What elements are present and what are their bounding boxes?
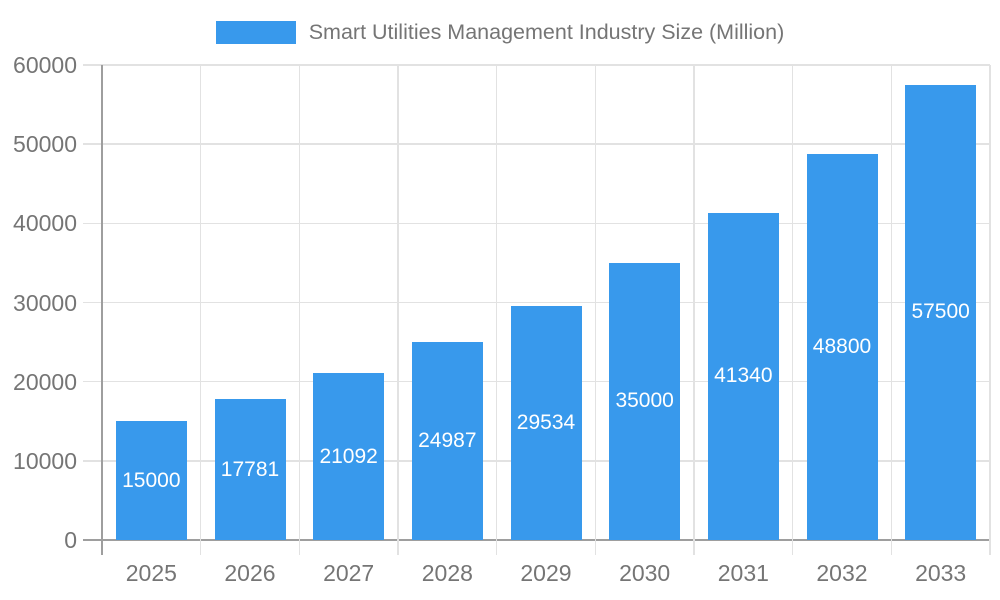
v-gridline [693,65,695,555]
y-tick-label: 40000 [13,210,77,237]
x-tick-label: 2031 [717,560,769,586]
v-gridline [298,65,301,555]
bar: 41340 [707,212,779,540]
x-tick-label: 2027 [323,560,375,586]
v-gridline [495,65,498,555]
x-axis-line [83,539,990,541]
y-axis-line [101,65,103,555]
bar-value-label: 15000 [122,468,181,492]
bar-value-label: 21092 [319,444,378,468]
h-gridline [83,301,990,304]
bar: 21092 [313,373,385,540]
bar: 35000 [609,262,681,540]
x-tick-label: 2030 [619,560,671,586]
h-gridline [83,64,990,66]
plot-area: 0 10000 20000 30000 40000 50000 60000 15000 2025… [13,52,991,586]
bar: 24987 [411,342,483,540]
bar: 57500 [905,84,977,540]
x-tick-label: 2033 [915,560,967,586]
bar-value-label: 17781 [220,457,280,481]
bar-value-label: 35000 [615,389,674,413]
bar-value-label: 29534 [516,411,576,435]
y-tick-label: 0 [64,527,77,553]
bar-value-label: 41340 [714,364,773,388]
y-tick-label: 10000 [13,447,77,474]
v-gridline [989,65,991,555]
v-gridline [199,65,202,555]
y-tick-label: 60000 [13,52,77,78]
h-gridline [83,143,990,145]
legend-color-swatch [215,21,296,44]
bar-value-label: 48800 [812,334,872,358]
v-gridline [594,65,597,555]
bar-value-label: 57500 [911,300,970,324]
v-gridline [791,65,794,555]
x-tick-label: 2025 [125,560,177,586]
bar-value-label: 24987 [418,429,477,453]
bar: 48800 [806,153,878,540]
bar: 15000 [115,421,187,540]
bar: 17781 [214,399,286,540]
h-gridline [83,222,990,225]
y-tick-label: 30000 [13,289,77,316]
x-tick-label: 2026 [224,560,276,586]
y-tick-label: 50000 [13,131,77,158]
chart-title: Smart Utilities Management Industry Size… [308,20,785,44]
x-tick-label: 2028 [421,560,473,586]
bar: 29534 [510,306,582,540]
v-gridline [397,65,399,555]
chart-legend: Smart Utilities Management Industry Size… [0,20,1000,45]
x-tick-label: 2032 [816,560,868,586]
x-tick-label: 2029 [520,560,572,586]
v-gridline [890,65,893,555]
y-tick-label: 20000 [13,368,77,395]
